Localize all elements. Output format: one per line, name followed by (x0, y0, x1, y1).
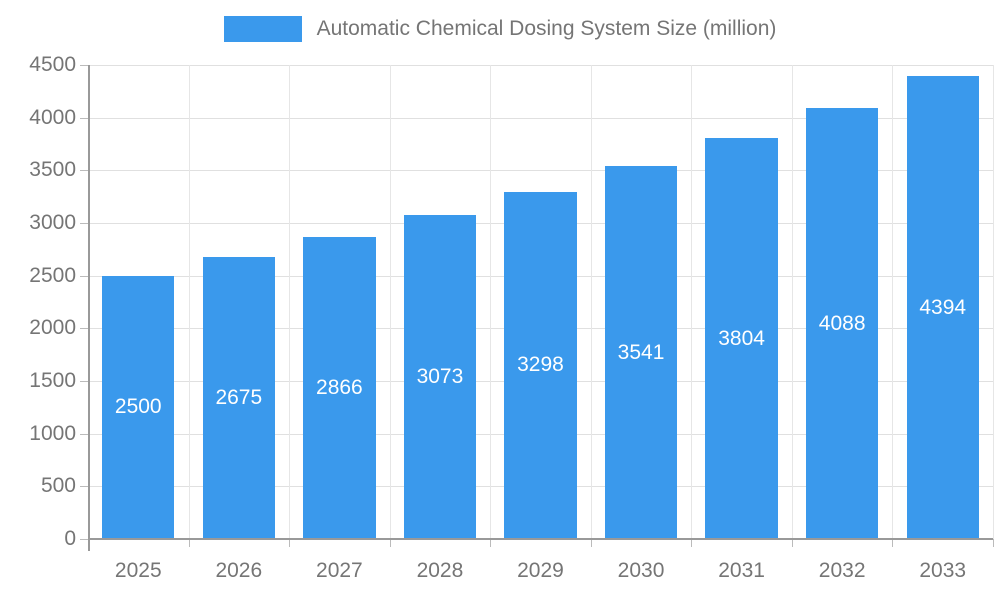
vertical-gridline (791, 65, 793, 539)
y-axis-tick-label: 4000 (29, 105, 76, 129)
bar-value-label: 3804 (718, 326, 765, 350)
y-axis-tick (80, 433, 88, 435)
x-axis-tick (188, 539, 190, 547)
x-axis-label: 2028 (416, 559, 464, 582)
bar-2029[interactable] (504, 191, 577, 539)
vertical-gridline (691, 65, 693, 539)
y-axis-tick (80, 539, 88, 540)
vertical-gridline (289, 65, 291, 539)
vertical-gridline (389, 65, 391, 539)
bar-2032[interactable] (805, 108, 879, 539)
y-axis-tick-label: 3000 (29, 211, 76, 234)
vertical-gridline (590, 65, 592, 539)
y-axis-tick (80, 275, 88, 277)
x-axis-label: 2026 (215, 559, 263, 582)
x-axis-line (88, 538, 993, 540)
x-axis-tick (892, 539, 894, 547)
legend-swatch (223, 16, 302, 42)
horizontal-gridline (88, 170, 993, 172)
y-axis-tick-label: 2500 (29, 263, 76, 287)
bar-value-label: 3073 (416, 365, 464, 389)
x-axis-label: 2027 (316, 559, 363, 582)
bar-value-label: 3298 (517, 353, 564, 377)
y-axis-tick-label: 1000 (29, 421, 76, 445)
bar-value-label: 2500 (114, 395, 162, 419)
bar-2028[interactable] (403, 215, 477, 539)
vertical-gridline (490, 65, 492, 539)
y-axis-tick (80, 65, 88, 66)
y-axis-tick (80, 170, 88, 172)
horizontal-gridline (88, 65, 993, 66)
x-axis-label: 2031 (718, 559, 765, 582)
x-axis-label: 2025 (114, 559, 162, 582)
x-axis-tick (590, 539, 592, 547)
bar-value-label: 4088 (818, 311, 866, 335)
bar-value-label: 4394 (919, 295, 967, 319)
bar-2025[interactable] (102, 275, 175, 539)
plot-area: 0 500 1000 1500 2000 2500 3000 3500 4000 4500 2500… (29, 53, 994, 582)
vertical-gridline (892, 65, 894, 539)
y-axis-tick-label: 500 (40, 474, 76, 498)
bar-2030[interactable] (604, 166, 678, 539)
y-axis-tick (80, 223, 88, 224)
y-axis-tick-label: 3500 (29, 158, 76, 182)
x-axis-label: 2029 (517, 559, 564, 582)
y-axis-tick (80, 117, 88, 119)
legend-label: Automatic Chemical Dosing System Size (m… (316, 17, 777, 40)
bar-value-label: 2675 (215, 386, 263, 410)
x-axis-label: 2030 (617, 559, 665, 582)
bar-2031[interactable] (705, 138, 778, 539)
bar-value-label: 2866 (316, 376, 363, 400)
y-axis-tick-label: 2000 (29, 316, 76, 340)
bar-2026[interactable] (202, 257, 276, 539)
bar-value-label: 3541 (617, 340, 665, 364)
x-axis-tick (289, 539, 291, 547)
y-axis-line (88, 65, 90, 551)
vertical-gridline (188, 65, 190, 539)
x-axis-tick (791, 539, 793, 547)
x-axis-label: 2032 (818, 559, 866, 582)
y-axis-tick-label: 4500 (29, 53, 76, 76)
x-axis-label: 2033 (919, 559, 967, 582)
bar-2033[interactable] (906, 76, 979, 539)
legend[interactable]: Automatic Chemical Dosing System Size (m… (0, 16, 1000, 42)
x-axis-tick (389, 539, 391, 547)
x-axis-tick (691, 539, 693, 547)
x-axis-tick (490, 539, 492, 547)
bar-2027[interactable] (303, 237, 376, 539)
x-axis-tick (993, 539, 994, 547)
y-axis-tick (80, 381, 88, 382)
y-axis-tick-label: 0 (64, 527, 76, 550)
y-axis-tick-label: 1500 (29, 369, 76, 392)
y-axis-tick (80, 328, 88, 330)
y-axis-tick (80, 486, 88, 488)
horizontal-gridline (88, 117, 993, 119)
vertical-gridline (993, 65, 994, 539)
